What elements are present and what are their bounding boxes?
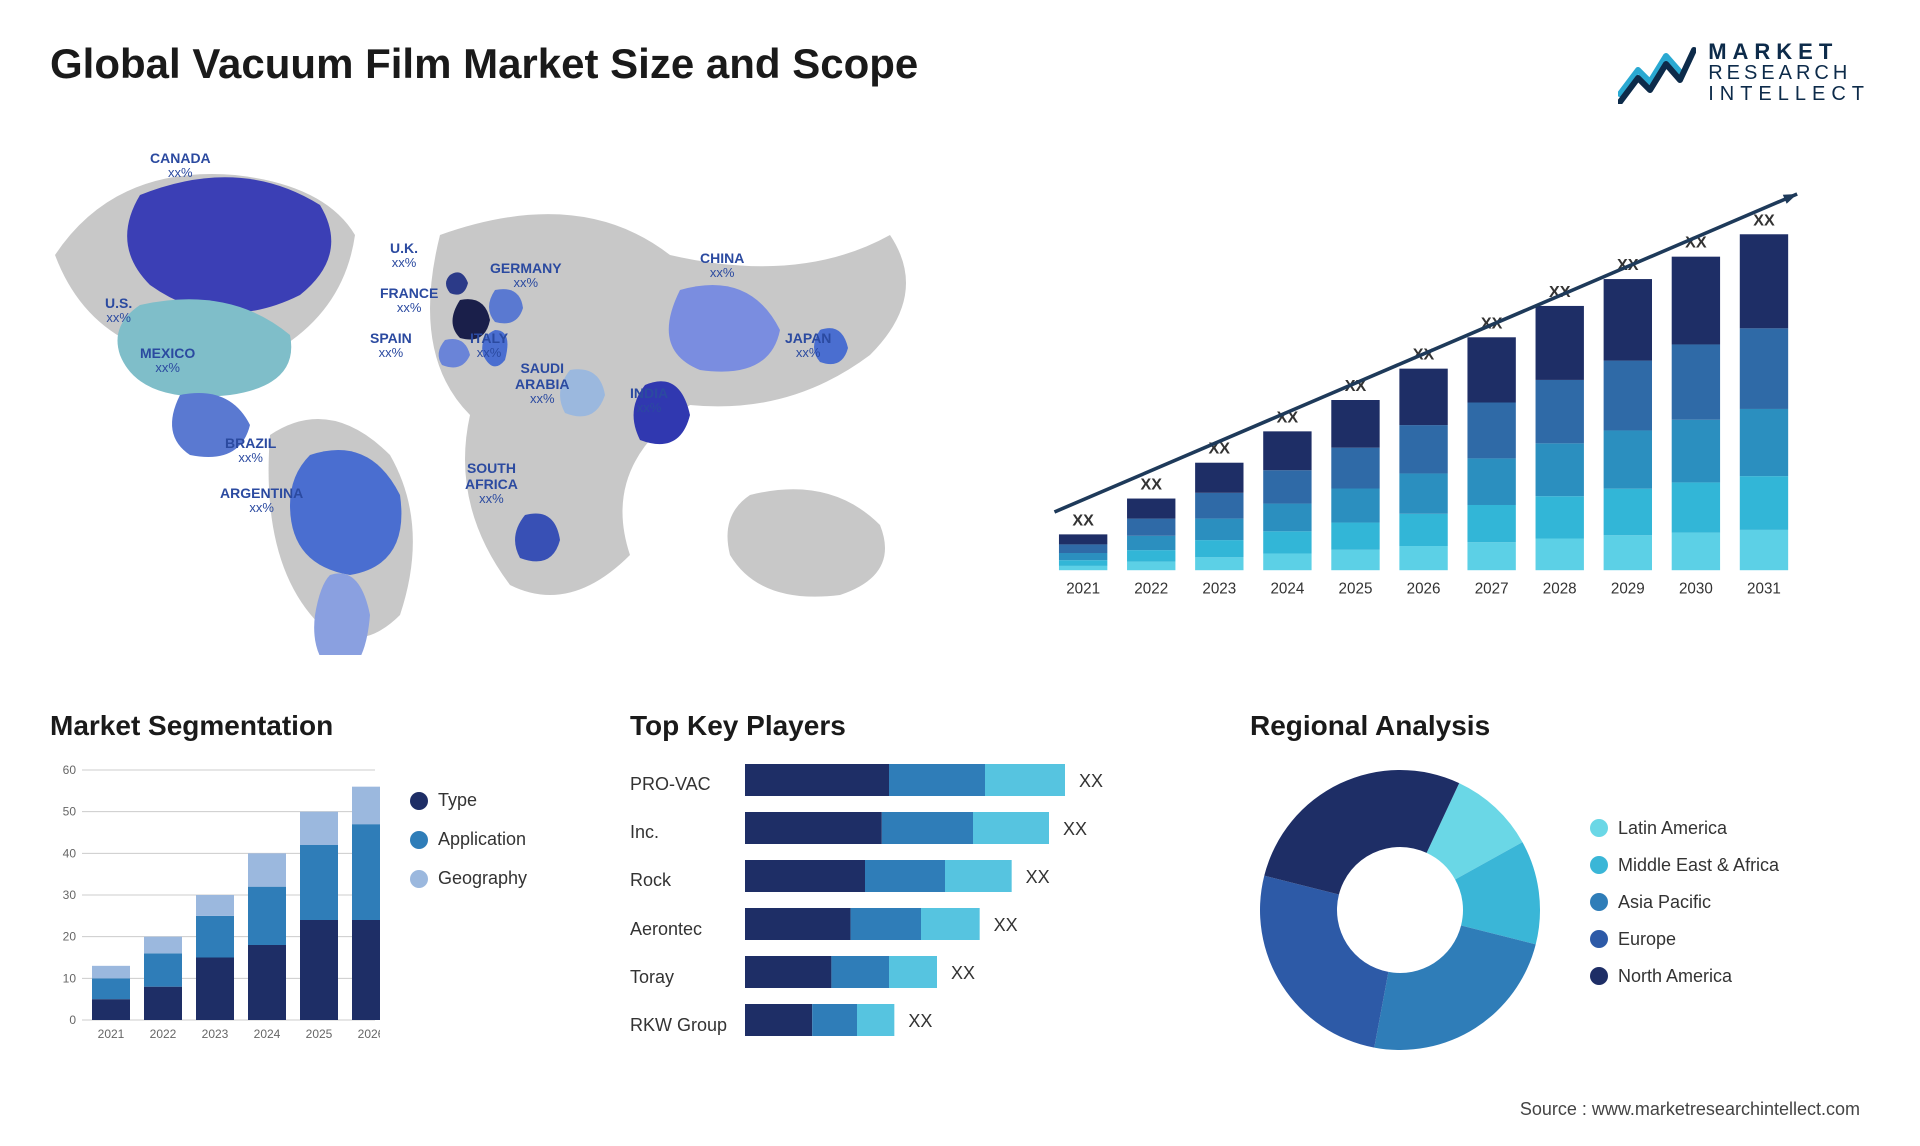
svg-text:2022: 2022	[150, 1027, 177, 1041]
player-name: Aerontec	[630, 919, 727, 940]
svg-text:2029: 2029	[1611, 581, 1645, 598]
players-title: Top Key Players	[630, 710, 1190, 742]
donut-svg	[1250, 760, 1550, 1060]
player-name: PRO-VAC	[630, 774, 727, 795]
legend-item: Latin America	[1590, 818, 1779, 839]
page-title: Global Vacuum Film Market Size and Scope	[50, 40, 918, 88]
player-name: RKW Group	[630, 1015, 727, 1036]
legend-item: Europe	[1590, 929, 1779, 950]
logo-line3: INTELLECT	[1708, 84, 1870, 105]
svg-text:XX: XX	[1753, 211, 1775, 229]
map-label: CANADAxx%	[150, 150, 211, 181]
svg-text:2030: 2030	[1679, 581, 1713, 598]
player-name: Rock	[630, 870, 727, 891]
svg-text:2028: 2028	[1543, 581, 1577, 598]
svg-text:20: 20	[63, 930, 77, 944]
map-label: INDIAxx%	[630, 385, 668, 416]
map-label: JAPANxx%	[785, 330, 831, 361]
map-label: CHINAxx%	[700, 250, 744, 281]
svg-text:2025: 2025	[306, 1027, 333, 1041]
regional-section: Regional Analysis Latin America Middle Ea…	[1250, 710, 1870, 1060]
map-label: U.S.xx%	[105, 295, 132, 326]
svg-text:2024: 2024	[254, 1027, 281, 1041]
svg-text:50: 50	[63, 805, 77, 819]
logo-line1: MARKET	[1708, 40, 1870, 63]
players-chart: XX XX XX XX XX XX	[745, 760, 1190, 1050]
svg-text:40: 40	[63, 846, 77, 860]
svg-text:XX: XX	[1140, 476, 1162, 494]
svg-text:10: 10	[63, 971, 77, 985]
forecast-svg: 2021XX2022XX2023XX2024XX2025XX2026XX2027…	[1050, 185, 1811, 615]
player-name: Inc.	[630, 822, 727, 843]
svg-text:2024: 2024	[1270, 581, 1304, 598]
svg-text:XX: XX	[1026, 867, 1050, 887]
map-label: MEXICOxx%	[140, 345, 195, 376]
legend-item: Asia Pacific	[1590, 892, 1779, 913]
svg-text:60: 60	[63, 763, 77, 777]
svg-text:XX: XX	[1072, 512, 1094, 530]
svg-text:2031: 2031	[1747, 581, 1781, 598]
svg-text:2027: 2027	[1475, 581, 1509, 598]
svg-text:2023: 2023	[1202, 581, 1236, 598]
map-label: SPAINxx%	[370, 330, 412, 361]
brand-logo: MARKET RESEARCH INTELLECT	[1618, 40, 1870, 105]
segmentation-legend: Type Application Geography	[410, 760, 527, 1050]
players-section: Top Key Players PRO-VAC Inc. Rock Aerontec T…	[630, 710, 1190, 1060]
map-label: U.K.xx%	[390, 240, 418, 271]
svg-text:XX: XX	[994, 915, 1018, 935]
world-map: CANADAxx% U.S.xx% MEXICOxx% BRAZILxx% ARGENT…	[50, 135, 970, 655]
segmentation-chart: 0 10 20 30 40 50 60 2021 2022 2023 2024 2025 2026	[50, 760, 380, 1050]
map-label: GERMANYxx%	[490, 260, 562, 291]
svg-text:2023: 2023	[202, 1027, 229, 1041]
map-label: SOUTHAFRICAxx%	[465, 460, 518, 507]
bottom-row: Market Segmentation 0 10 20 30 40 50 60 2021 202…	[50, 710, 1870, 1060]
players-names: PRO-VAC Inc. Rock Aerontec Toray RKW Group	[630, 760, 727, 1050]
players-svg: XX XX XX XX XX XX	[745, 760, 1145, 1050]
logo-icon	[1618, 42, 1696, 104]
svg-text:30: 30	[63, 888, 77, 902]
svg-text:2021: 2021	[98, 1027, 125, 1041]
legend-item: Geography	[410, 868, 527, 889]
svg-text:2022: 2022	[1134, 581, 1168, 598]
map-label: ARGENTINAxx%	[220, 485, 303, 516]
map-label: BRAZILxx%	[225, 435, 276, 466]
legend-item: Application	[410, 829, 527, 850]
svg-text:XX: XX	[1079, 771, 1103, 791]
regional-title: Regional Analysis	[1250, 710, 1870, 742]
logo-line2: RESEARCH	[1708, 63, 1870, 84]
player-name: Toray	[630, 967, 727, 988]
svg-text:2026: 2026	[1407, 581, 1441, 598]
map-label: SAUDIARABIAxx%	[515, 360, 569, 407]
svg-text:2021: 2021	[1066, 581, 1100, 598]
segmentation-section: Market Segmentation 0 10 20 30 40 50 60 2021 202…	[50, 710, 570, 1060]
legend-item: North America	[1590, 966, 1779, 987]
forecast-chart: 2021XX2022XX2023XX2024XX2025XX2026XX2027…	[1050, 135, 1870, 615]
svg-text:2026: 2026	[358, 1027, 380, 1041]
source-attribution: Source : www.marketresearchintellect.com	[1520, 1099, 1860, 1120]
top-row: CANADAxx% U.S.xx% MEXICOxx% BRAZILxx% ARGENT…	[50, 135, 1870, 655]
legend-item: Type	[410, 790, 527, 811]
svg-text:2025: 2025	[1339, 581, 1373, 598]
svg-text:XX: XX	[908, 1011, 932, 1031]
header: Global Vacuum Film Market Size and Scope…	[50, 40, 1870, 105]
world-map-svg	[50, 135, 970, 655]
map-label: FRANCExx%	[380, 285, 438, 316]
regional-legend: Latin America Middle East & Africa Asia Pa…	[1590, 818, 1779, 1003]
map-label: ITALYxx%	[470, 330, 508, 361]
svg-text:0: 0	[69, 1013, 76, 1027]
svg-text:XX: XX	[1063, 819, 1087, 839]
svg-text:XX: XX	[951, 963, 975, 983]
segmentation-svg: 0 10 20 30 40 50 60 2021 2022 2023 2024 2025 2026	[50, 760, 380, 1050]
regional-donut	[1250, 760, 1550, 1060]
segmentation-title: Market Segmentation	[50, 710, 570, 742]
legend-item: Middle East & Africa	[1590, 855, 1779, 876]
